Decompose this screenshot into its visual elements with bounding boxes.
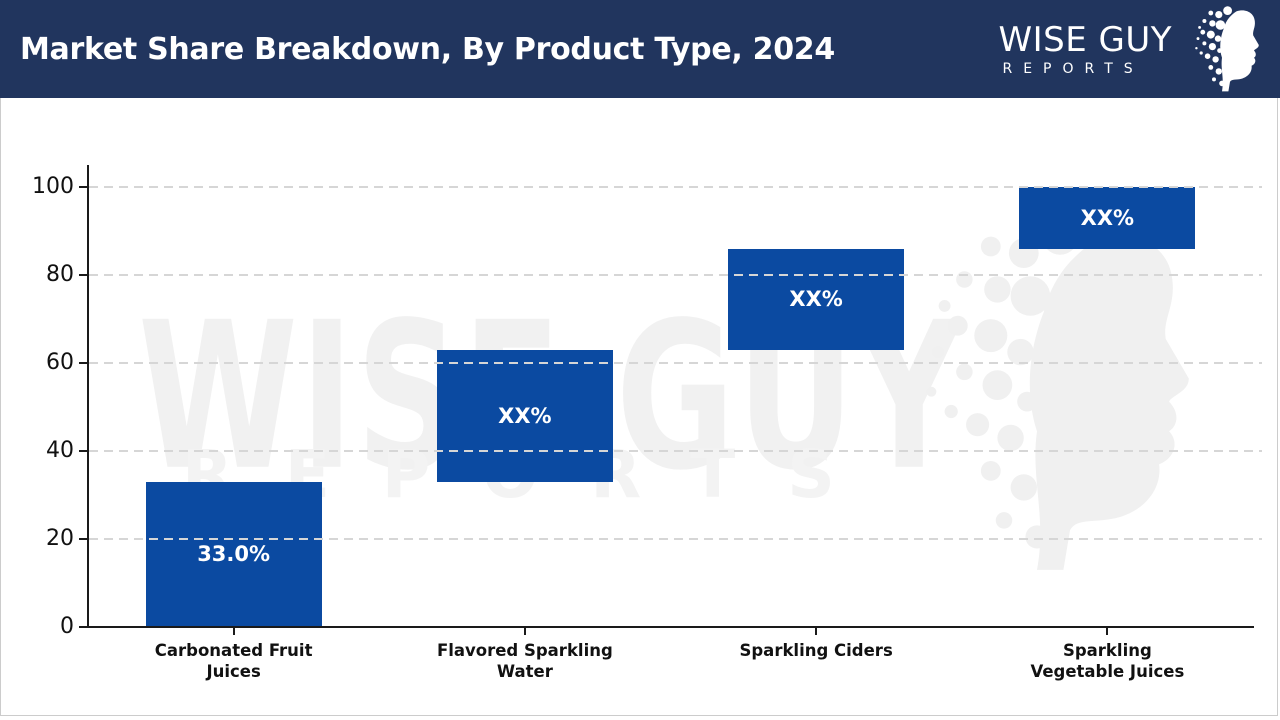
y-tick-mark-100 bbox=[79, 186, 87, 188]
y-tick-label-80: 80 bbox=[46, 262, 74, 287]
y-tick-mark-20 bbox=[79, 538, 87, 540]
y-axis-line bbox=[87, 165, 89, 628]
y-tick-label-0: 0 bbox=[60, 614, 74, 639]
gridline-80 bbox=[89, 274, 1262, 276]
bar-value-label-flavored-sparkling-water: XX% bbox=[498, 403, 552, 428]
logo-wordmark: WISE GUY REPORTS bbox=[998, 23, 1172, 76]
header-band: Market Share Breakdown, By Product Type,… bbox=[0, 0, 1280, 98]
logo-wordmark-line2: REPORTS bbox=[1002, 60, 1144, 77]
bar-sparkling-ciders bbox=[728, 248, 905, 350]
y-tick-label-100: 100 bbox=[32, 174, 74, 199]
x-category-label-carbonated-fruit-juices: Carbonated Fruit Juices bbox=[154, 641, 313, 681]
y-tick-label-20: 20 bbox=[46, 526, 74, 551]
gridline-40 bbox=[89, 450, 1262, 452]
x-category-label-flavored-sparkling-water: Flavored Sparkling Water bbox=[436, 641, 613, 681]
x-category-label-sparkling-vegetable-juices: Sparkling Vegetable Juices bbox=[1030, 641, 1185, 681]
y-tick-mark-60 bbox=[79, 362, 87, 364]
bar-carbonated-fruit-juices bbox=[145, 481, 322, 627]
logo-wordmark-line1: WISE GUY bbox=[998, 19, 1172, 60]
x-category-label-sparkling-ciders: Sparkling Ciders bbox=[739, 641, 893, 660]
x-tick-mark-carbonated-fruit-juices bbox=[232, 628, 235, 635]
y-tick-label-60: 60 bbox=[46, 350, 74, 375]
y-tick-mark-40 bbox=[79, 450, 87, 452]
gridline-60 bbox=[89, 362, 1262, 364]
image-border-right bbox=[1277, 98, 1278, 716]
y-tick-mark-0 bbox=[79, 626, 87, 628]
bar-flavored-sparkling-water bbox=[436, 349, 613, 482]
image-border-bottom bbox=[0, 715, 1278, 716]
gridline-100 bbox=[89, 186, 1262, 188]
x-tick-mark-flavored-sparkling-water bbox=[523, 628, 526, 635]
wiseguy-logo: WISE GUY REPORTS bbox=[998, 5, 1266, 93]
y-tick-mark-80 bbox=[79, 274, 87, 276]
bar-value-label-sparkling-vegetable-juices: XX% bbox=[1080, 205, 1135, 230]
x-tick-mark-sparkling-ciders bbox=[815, 628, 818, 635]
image-border-left bbox=[0, 98, 1, 716]
gridline-20 bbox=[89, 538, 1262, 540]
x-tick-mark-sparkling-vegetable-juices bbox=[1106, 628, 1109, 635]
wiseguy-head-icon bbox=[1195, 6, 1259, 92]
bar-value-label-sparkling-ciders: XX% bbox=[789, 287, 843, 312]
chart-title: Market Share Breakdown, By Product Type,… bbox=[20, 31, 835, 67]
bar-value-label-carbonated-fruit-juices: 33.0% bbox=[197, 542, 271, 567]
bar-sparkling-vegetable-juices bbox=[1019, 187, 1196, 249]
x-axis-line bbox=[87, 626, 1254, 628]
y-tick-label-40: 40 bbox=[46, 438, 74, 463]
